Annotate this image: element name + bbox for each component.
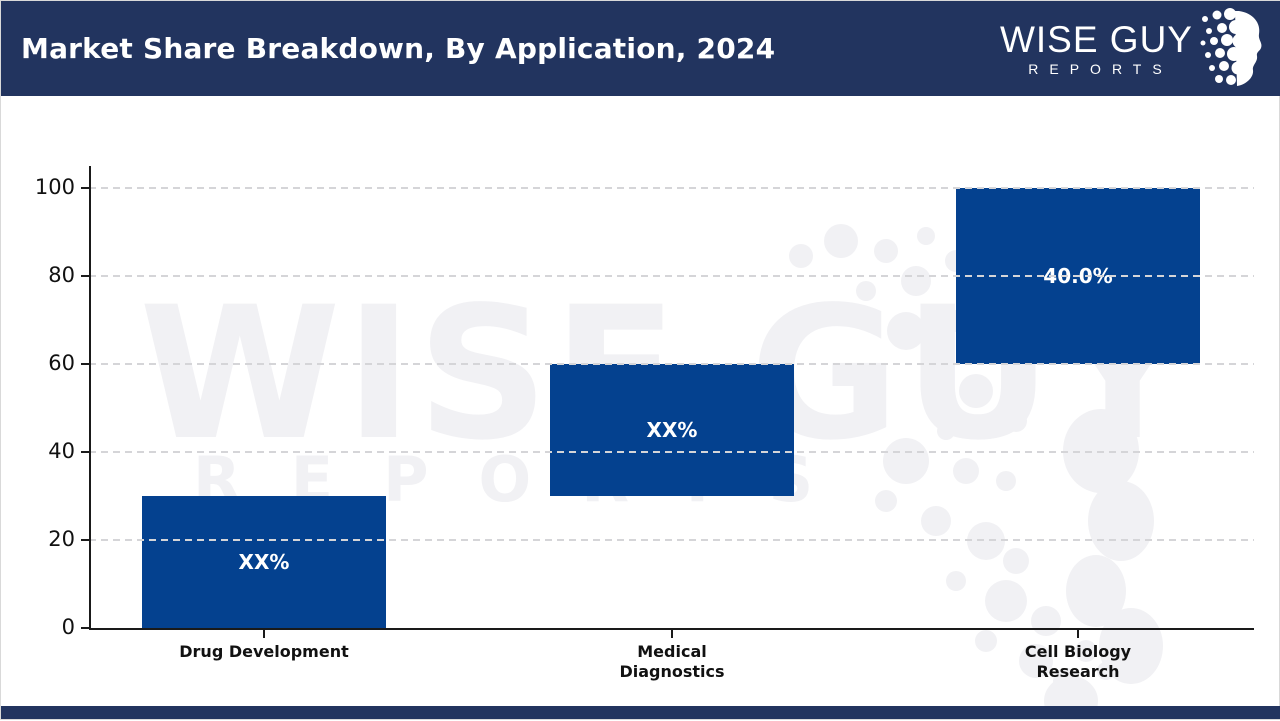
- y-tick-mark-60: [81, 363, 89, 365]
- y-tick-mark-0: [81, 627, 89, 629]
- y-axis-line: [89, 166, 91, 630]
- bar-value-label: XX%: [646, 418, 698, 442]
- y-tick-mark-100: [81, 187, 89, 189]
- y-tick-mark-80: [81, 275, 89, 277]
- y-tick-label-100: 100: [34, 175, 75, 199]
- logo-line1: WISE GUY: [999, 18, 1193, 60]
- header-bar: Market Share Breakdown, By Application, …: [1, 1, 1280, 96]
- y-tick-label-20: 20: [48, 527, 75, 551]
- category-label-1: Medical Diagnostics: [619, 642, 725, 681]
- wise-guy-reports-logo: WISE GUY REPORTS: [1000, 7, 1267, 91]
- x-tick-mark-0: [263, 630, 265, 638]
- y-gridline-40: [89, 451, 1254, 453]
- y-tick-label-80: 80: [48, 263, 75, 287]
- y-tick-label-0: 0: [61, 615, 75, 639]
- logo-line2: REPORTS: [1028, 60, 1173, 77]
- chart-title: Market Share Breakdown, By Application, …: [21, 32, 776, 65]
- x-tick-mark-1: [671, 630, 673, 638]
- y-tick-label-60: 60: [48, 351, 75, 375]
- y-gridline-100: [89, 187, 1254, 189]
- bar-value-label: XX%: [238, 550, 290, 574]
- bar-drug-development: XX%: [142, 496, 386, 628]
- y-tick-label-40: 40: [48, 439, 75, 463]
- y-tick-mark-40: [81, 451, 89, 453]
- logo-text: WISE GUY REPORTS: [1000, 21, 1193, 77]
- y-gridline-20: [89, 539, 1254, 541]
- y-tick-mark-20: [81, 539, 89, 541]
- logo-face-icon: [1200, 7, 1262, 86]
- category-label-2: Cell Biology Research: [1024, 642, 1132, 681]
- x-axis-line: [89, 628, 1254, 630]
- bar-medical-diagnostics: XX%: [550, 364, 794, 496]
- x-tick-mark-2: [1077, 630, 1079, 638]
- y-gridline-60: [89, 363, 1254, 365]
- y-gridline-80: [89, 275, 1254, 277]
- footer-bar: [1, 706, 1280, 719]
- category-label-0: Drug Development: [179, 642, 349, 661]
